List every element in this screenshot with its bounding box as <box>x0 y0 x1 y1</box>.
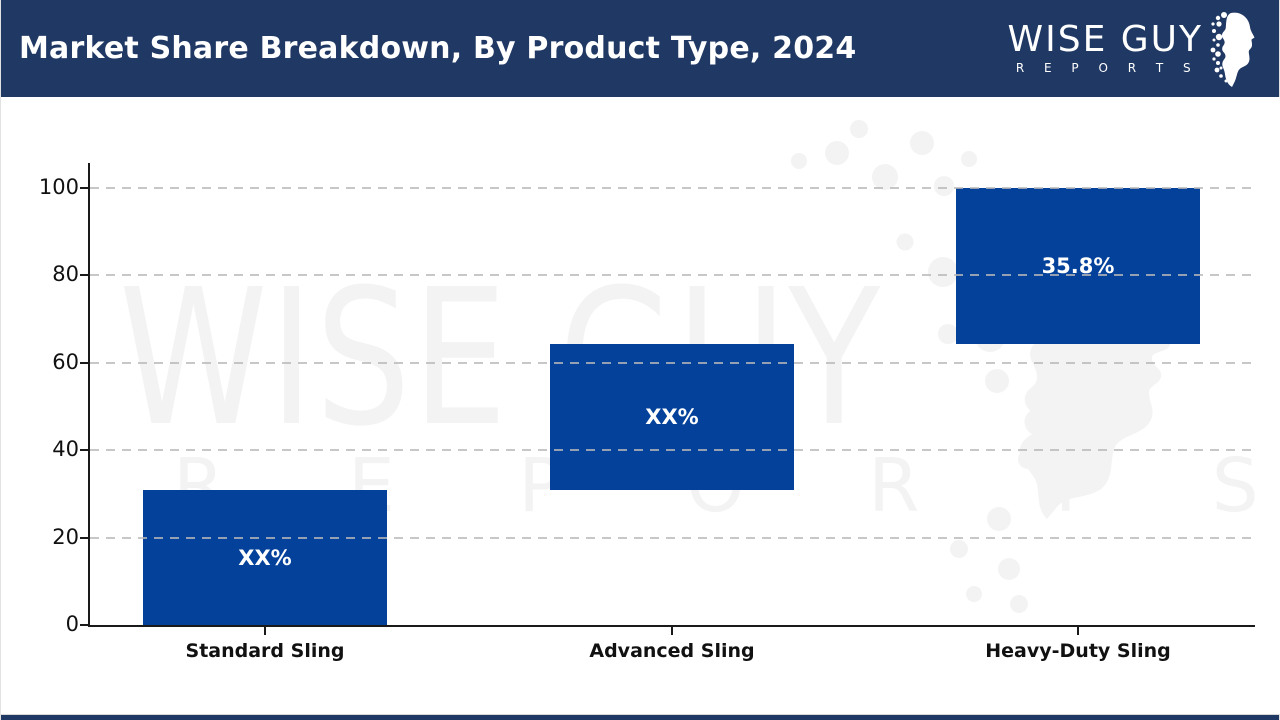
bar-value-label: XX% <box>645 405 699 430</box>
plot-area: 0 20 40 60 80 100 XX% Standard Sling XX% Advanced… <box>1 97 1280 714</box>
brand-subname: R E P O R T S <box>1015 61 1199 75</box>
brand-name: WISE GUY <box>1007 19 1203 60</box>
brand-logo: WISE GUY R E P O R T S <box>1008 10 1260 88</box>
y-tick-label: 60 <box>52 349 79 374</box>
gridline <box>90 361 1255 364</box>
y-tick-mark <box>80 624 88 626</box>
y-tick-label: 100 <box>38 174 79 199</box>
bar-segment: XX% <box>550 344 794 491</box>
footer-bar <box>1 715 1279 720</box>
header: Market Share Breakdown, By Product Type,… <box>1 0 1279 97</box>
y-tick-mark <box>80 186 88 189</box>
x-tick-mark <box>264 627 266 635</box>
gridline <box>90 536 1255 539</box>
y-tick-mark <box>80 274 88 277</box>
gridline <box>90 274 1255 277</box>
y-tick-mark <box>80 449 88 452</box>
x-category-label: Advanced Sling <box>589 640 755 662</box>
bar-value-label: XX% <box>238 545 292 570</box>
y-axis-line <box>88 163 90 627</box>
x-axis-line <box>88 625 1255 627</box>
x-tick-mark <box>671 627 673 635</box>
brand-head-icon <box>1210 11 1255 87</box>
y-tick-mark <box>80 536 88 539</box>
bar-segment: 35.8% <box>956 187 1200 345</box>
y-tick-label: 0 <box>65 612 79 636</box>
bar-segment: XX% <box>143 490 387 625</box>
y-tick-mark <box>80 361 88 364</box>
y-tick-label: 20 <box>52 524 79 549</box>
x-category-label: Standard Sling <box>185 640 345 662</box>
gridline <box>90 449 1255 452</box>
y-tick-label: 40 <box>52 437 79 462</box>
page-title: Market Share Breakdown, By Product Type,… <box>19 31 857 66</box>
x-category-label: Heavy-Duty Sling <box>985 640 1171 662</box>
gridline <box>90 186 1255 189</box>
y-tick-label: 80 <box>52 262 79 287</box>
brand-logo-text: WISE GUY R E P O R T S <box>1007 19 1204 76</box>
chart: WISE GUY R E P O R T S 020406080100XX%St… <box>1 97 1280 714</box>
footer-divider <box>1 714 1279 715</box>
x-tick-mark <box>1077 627 1079 635</box>
